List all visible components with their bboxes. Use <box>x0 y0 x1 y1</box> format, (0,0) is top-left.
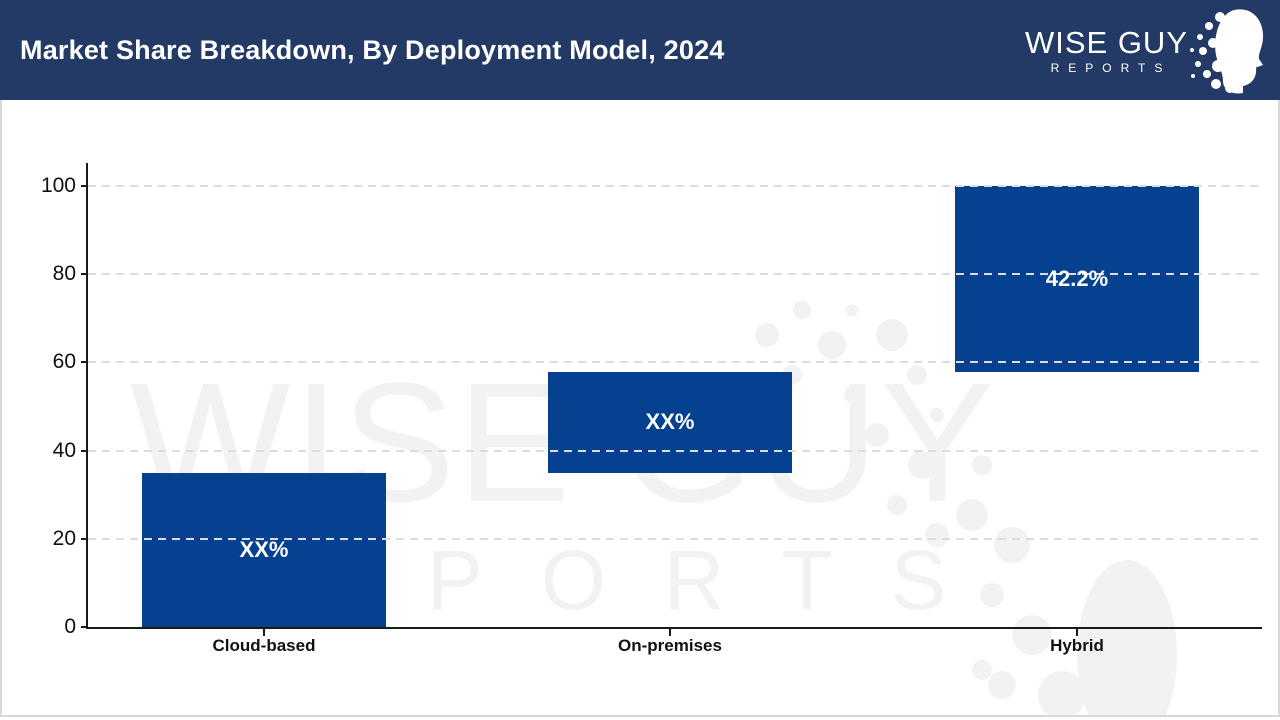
gridline-80 <box>88 273 1262 276</box>
y-tick-label-40: 40 <box>52 438 76 462</box>
page-title: Market Share Breakdown, By Deployment Mo… <box>20 34 725 65</box>
y-tickmark-80 <box>81 273 88 276</box>
bar-on-premises <box>548 372 792 473</box>
bar-value-label-hybrid: 42.2% <box>1045 266 1109 292</box>
y-tick-label-20: 20 <box>52 526 76 550</box>
bar-value-label-on-premises: XX% <box>645 409 695 435</box>
y-tick-label-100: 100 <box>40 174 76 197</box>
gridline-40 <box>88 449 1262 452</box>
y-tickmark-20 <box>81 537 88 540</box>
x-axis-line <box>86 627 1262 629</box>
bar-hybrid <box>955 186 1199 373</box>
y-tick-label-80: 80 <box>52 262 76 286</box>
chart-canvas: WISE GUY REPORTS 0 20 40 60 80 100 XX% Cloud-ba… <box>0 100 1280 717</box>
x-tick-label-hybrid: Hybrid <box>1050 636 1104 655</box>
watermark-face-dots <box>750 301 1177 715</box>
y-tickmark-100 <box>81 185 88 187</box>
bar-cloud-based <box>142 472 386 627</box>
y-axis-line <box>86 163 88 629</box>
header-bar: Market Share Breakdown, By Deployment Mo… <box>0 0 1280 100</box>
y-tickmark-60 <box>81 361 88 364</box>
logo-wordmark-line1: WISE GUY <box>1024 24 1188 60</box>
gridline-60 <box>88 361 1262 364</box>
y-tickmark-40 <box>81 449 88 452</box>
y-tickmark-0 <box>81 626 88 628</box>
logo-wordmark: WISE GUY REPORTS <box>1025 27 1188 74</box>
x-tick-label-cloud-based: Cloud-based <box>212 636 316 655</box>
x-tickmark-hybrid <box>1076 629 1078 636</box>
logo-face-icon <box>1190 9 1264 94</box>
y-tick-label-60: 60 <box>52 350 76 374</box>
gridline-20 <box>88 537 1262 540</box>
y-tick-label-0: 0 <box>64 615 76 638</box>
x-tickmark-cloud-based <box>263 629 265 636</box>
bar-value-label-cloud-based: XX% <box>239 536 289 562</box>
wiseguy-logo: WISE GUY REPORTS <box>1025 6 1280 94</box>
gridline-100 <box>88 185 1262 187</box>
x-tick-label-on-premises: On-premises <box>618 636 722 655</box>
logo-wordmark-line2: REPORTS <box>1050 60 1172 75</box>
x-tickmark-on-premises <box>669 629 671 636</box>
